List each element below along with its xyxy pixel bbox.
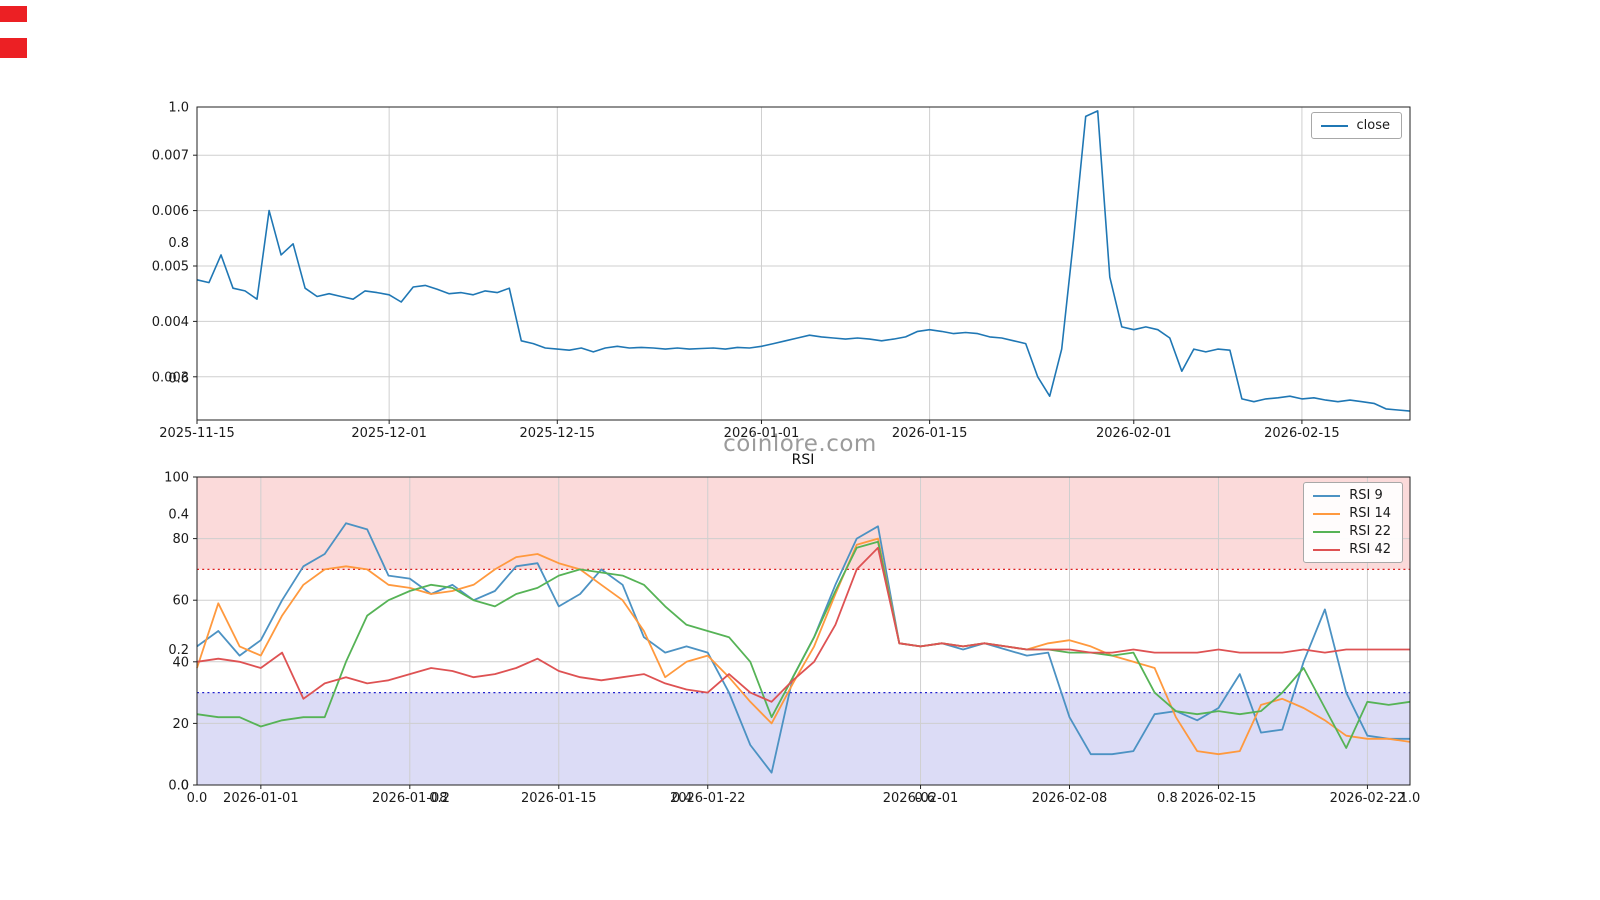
- legend-item: close: [1320, 118, 1390, 133]
- rsi-x-tick-label: 2026-02-22: [1330, 791, 1406, 806]
- norm-x-tick-label: 0.2: [429, 791, 450, 806]
- rsi-y-tick-label: 60: [172, 594, 189, 609]
- rsi-plot-border: [196, 476, 1411, 786]
- price-x-tick-label: 2026-02-01: [1096, 426, 1172, 441]
- legend-line-sample: [1313, 512, 1341, 515]
- price-y-tick-label: 0.006: [152, 204, 189, 219]
- rsi-y-tick-label: 20: [172, 717, 189, 732]
- price-x-tick-label: 2025-11-15: [159, 426, 235, 441]
- price-x-tick-label: 2025-12-01: [351, 426, 427, 441]
- legend-label: RSI 9: [1349, 488, 1383, 503]
- legend-label: close: [1356, 118, 1390, 133]
- legend-item: RSI 14: [1313, 506, 1391, 521]
- legend-line-sample: [1320, 124, 1348, 127]
- legend-label: RSI 22: [1349, 524, 1391, 539]
- price-y-tick-label: 0.005: [152, 259, 189, 274]
- norm-x-tick-label: 1.0: [1400, 791, 1421, 806]
- price-legend: close: [1310, 112, 1402, 139]
- legend-line-sample: [1313, 494, 1341, 497]
- oversold-band: [197, 692, 1410, 785]
- norm-x-tick-label: 0.0: [187, 791, 208, 806]
- watermark: coinlore.com: [723, 431, 877, 457]
- price-y-tick-label: 0.007: [152, 149, 189, 164]
- price-x-tick-label: 2025-12-15: [520, 426, 596, 441]
- legend-item: RSI 9: [1313, 488, 1391, 503]
- norm-x-tick-label: 0.6: [914, 791, 935, 806]
- price-x-tick-label: 2026-02-15: [1264, 426, 1340, 441]
- legend-label: RSI 14: [1349, 506, 1391, 521]
- price-x-tick-label: 2026-01-15: [892, 426, 968, 441]
- rsi-x-tick-label: 2026-01-22: [670, 791, 746, 806]
- rsi-y-tick-label: 80: [172, 532, 189, 547]
- overbought-band: [197, 477, 1410, 570]
- legend-item: RSI 42: [1313, 542, 1391, 557]
- rsi-chart-title: RSI: [791, 452, 815, 468]
- rsi-x-tick-label: 2026-02-01: [883, 791, 959, 806]
- price-x-tick-label: 2026-01-01: [724, 426, 800, 441]
- legend-line-sample: [1313, 530, 1341, 533]
- legend-label: RSI 42: [1349, 542, 1391, 557]
- rsi-x-tick-label: 2026-01-01: [223, 791, 299, 806]
- norm-y-tick-label: 0.2: [168, 643, 189, 658]
- rsi-y-tick-label: 0: [181, 779, 189, 794]
- norm-y-tick-label: 1.0: [168, 101, 189, 116]
- rsi-x-tick-label: 2026-02-15: [1181, 791, 1257, 806]
- norm-y-tick-label: 0.6: [168, 372, 189, 387]
- corner-marker-top: [0, 6, 27, 22]
- legend-item: RSI 22: [1313, 524, 1391, 539]
- legend-line-sample: [1313, 548, 1341, 551]
- price-y-tick-label: 0.003: [152, 370, 189, 385]
- norm-x-tick-label: 0.4: [672, 791, 693, 806]
- rsi-x-tick-label: 2026-01-15: [521, 791, 597, 806]
- norm-y-tick-label: 0.8: [168, 236, 189, 251]
- rsi-y-tick-label: 100: [164, 471, 189, 486]
- price-y-tick-label: 0.004: [152, 315, 189, 330]
- rsi-42-line: [196, 546, 1410, 703]
- rsi-x-tick-label: 2026-01-08: [372, 791, 448, 806]
- rsi-22-line: [196, 540, 1411, 749]
- rsi-x-tick-label: 2026-02-08: [1032, 791, 1108, 806]
- norm-x-tick-label: 0.8: [1157, 791, 1178, 806]
- rsi-legend: RSI 9 RSI 14 RSI 22 RSI 42: [1303, 482, 1403, 563]
- norm-y-tick-label: 0.4: [168, 507, 189, 522]
- norm-y-tick-label: 0.0: [168, 779, 189, 794]
- price-plot-border: [196, 106, 1411, 421]
- rsi-y-tick-label: 40: [172, 655, 189, 670]
- close-price-line: [196, 110, 1411, 412]
- corner-marker-bottom: [0, 38, 27, 58]
- rsi-14-line: [196, 537, 1411, 756]
